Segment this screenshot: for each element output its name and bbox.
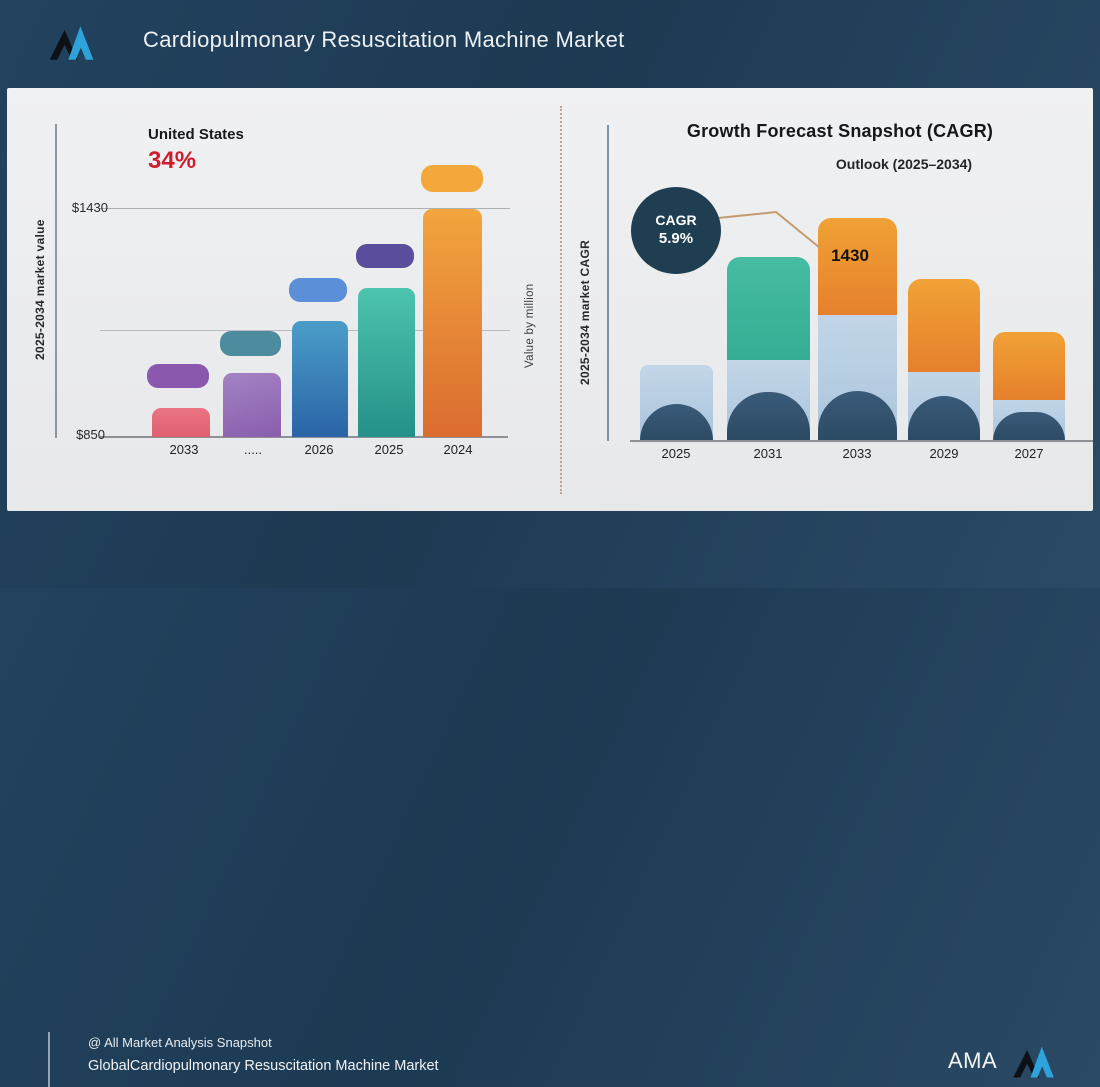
right-chart-title: Growth Forecast Snapshot (CAGR) <box>686 121 994 141</box>
gridline-1430 <box>100 208 510 209</box>
right-x-label-4: 2029 <box>929 446 959 461</box>
bar-2033 <box>152 408 210 437</box>
header: Cardiopulmonary Resuscitation Machine Ma… <box>0 0 1100 88</box>
footer-market-text: GlobalCardiopulmonary Resuscitation Mach… <box>88 1058 439 1074</box>
right-x-axis-line <box>630 440 1093 442</box>
bar-value-label-1430: 1430 <box>831 246 869 265</box>
bar-cap-2033 <box>147 364 209 388</box>
bar-cap-2025 <box>356 244 414 268</box>
right-chart-subtitle: Outlook (2025–2034) <box>835 156 973 172</box>
right-x-label-2: 2031 <box>753 446 783 461</box>
left-x-label-2: ..... <box>243 442 263 457</box>
left-x-label-4: 2025 <box>374 442 404 457</box>
cagr-connector-line <box>717 210 821 249</box>
left-y-axis-label: 2025-2034 market value <box>33 219 47 361</box>
tick-850: $850 <box>76 427 105 442</box>
left-x-label-5: 2024 <box>443 442 473 457</box>
footer-snapshot-text: @ All Market Analysis Snapshot <box>88 1035 272 1050</box>
bar-cap-2026 <box>289 278 347 302</box>
bar-2026 <box>292 321 348 437</box>
ama-logo-icon <box>49 26 94 60</box>
bar-2031-top-segment <box>727 257 810 360</box>
right-x-label-5: 2027 <box>1014 446 1044 461</box>
left-x-label-3: 2026 <box>304 442 334 457</box>
highlight-percent: 34% <box>148 147 197 174</box>
right-x-label-3: 2033 <box>842 446 872 461</box>
page-title: Cardiopulmonary Resuscitation Machine Ma… <box>143 27 625 52</box>
cagr-badge-label: CAGR <box>655 212 697 229</box>
left-y-axis-line <box>55 124 57 438</box>
footer-separator-line <box>48 1032 50 1087</box>
cagr-badge: CAGR 5.9% <box>631 187 721 274</box>
bar-2027-base-segment <box>993 412 1065 441</box>
footer-ama-logo-icon <box>1013 1046 1054 1078</box>
footer-brand-text: AMA <box>948 1048 998 1073</box>
bar-cap-2024 <box>421 165 483 192</box>
right-y-axis-line <box>607 125 609 441</box>
left-x-axis-line <box>100 436 508 438</box>
tick-1430: $1430 <box>71 200 108 215</box>
bar-cap-dots <box>220 331 281 356</box>
left-right-axis-label: Value by million <box>524 283 536 368</box>
bar-2029-top-segment <box>908 279 980 372</box>
left-x-label-1: 2033 <box>169 442 199 457</box>
bar-2027-top-segment <box>993 332 1065 400</box>
bar-dots <box>223 373 281 437</box>
footer: @ All Market Analysis Snapshot GlobalCar… <box>0 511 1100 1087</box>
right-x-label-1: 2025 <box>661 446 691 461</box>
region-label: United States <box>148 126 244 143</box>
bar-2024 <box>423 209 482 437</box>
cagr-badge-value: 5.9% <box>658 229 694 247</box>
bar-2025 <box>358 288 415 437</box>
bar-2033-top-segment <box>818 218 897 315</box>
right-y-axis-label: 2025-2034 market CAGR <box>578 239 592 386</box>
panel-divider <box>560 106 562 494</box>
